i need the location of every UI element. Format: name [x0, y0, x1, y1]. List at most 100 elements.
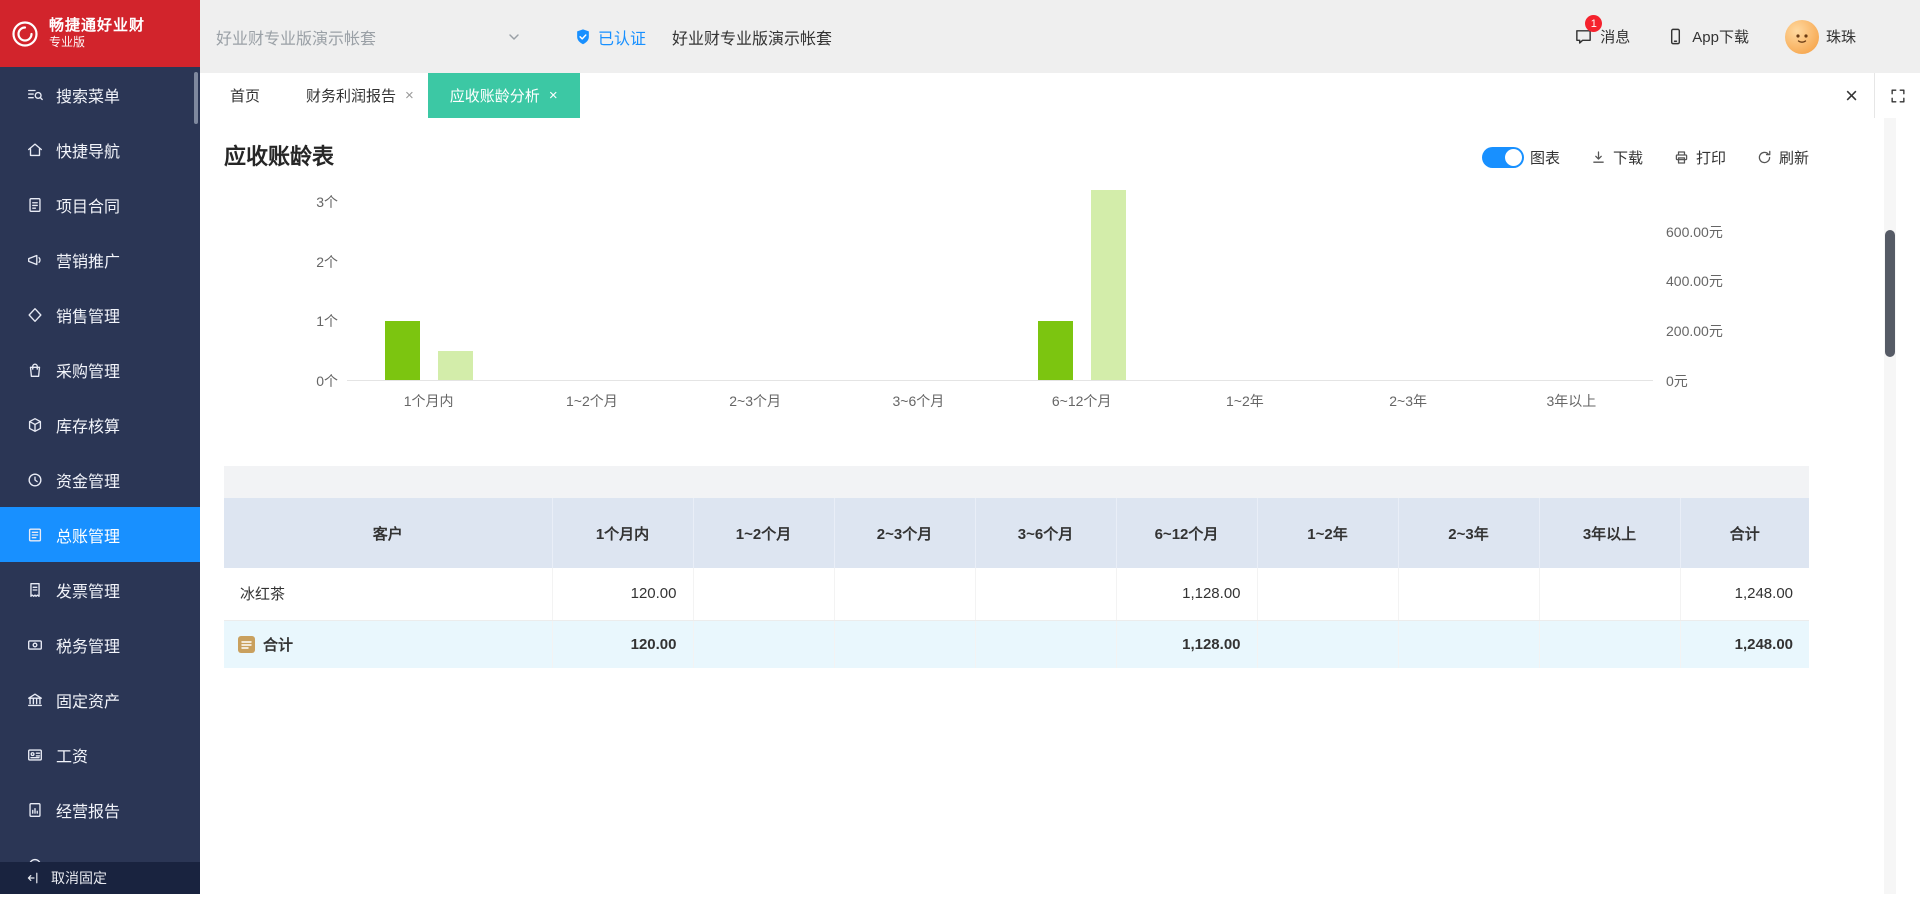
chart-toggle-label: 图表	[1529, 150, 1560, 167]
tab-label: 首页	[230, 88, 261, 105]
sidebar-item-general-ledger[interactable]: 总账管理	[0, 507, 200, 562]
value-cell	[1257, 568, 1399, 621]
total-value-cell	[693, 620, 835, 668]
sidebar-item-label: 发票管理	[56, 583, 121, 601]
brand-line2: 专业版	[49, 35, 86, 50]
report-toolbar: 图表 下载 打印 刷新	[1481, 147, 1809, 168]
printer-icon	[1673, 149, 1690, 166]
total-value-cell	[1539, 620, 1681, 668]
total-value-cell: 1,248.00	[1680, 620, 1809, 668]
chart-axis-tick-label: 600.00元	[1666, 223, 1723, 240]
print-label: 打印	[1695, 150, 1726, 167]
col-header: 1~2年	[1257, 498, 1399, 568]
chart-bar-count	[1037, 321, 1073, 381]
fullscreen-icon	[1890, 88, 1905, 103]
tab-receivable-aging[interactable]: 应收账龄分析 ×	[427, 73, 580, 118]
sidebar-item-label: 搜索菜单	[56, 88, 121, 106]
total-value-cell	[975, 620, 1117, 668]
chart-axis-tick-label: 0元	[1666, 373, 1688, 389]
download-button[interactable]: 下载	[1590, 147, 1643, 168]
messages-button[interactable]: 1 消息	[1574, 15, 1631, 47]
tab-close-icon[interactable]: ×	[548, 87, 558, 104]
user-menu[interactable]: 珠珠	[1784, 19, 1856, 54]
sidebar-item-quick-nav[interactable]: 快捷导航	[0, 122, 200, 177]
sidebar-item-inventory[interactable]: 库存核算	[0, 397, 200, 452]
sidebar-item-tax[interactable]: 税务管理	[0, 617, 200, 672]
total-value-cell: 1,128.00	[1116, 620, 1258, 668]
value-cell: 120.00	[552, 568, 694, 621]
sidebar-item-business-report[interactable]: 经营报告	[0, 782, 200, 837]
col-header: 3年以上	[1539, 498, 1681, 568]
table-row[interactable]: 冰红茶 120.00 1,128.00 1,248.00	[224, 568, 1809, 621]
chart-axis-tick-label: 200.00元	[1666, 323, 1723, 340]
print-button[interactable]: 打印	[1673, 147, 1726, 168]
message-bubble-icon	[1574, 27, 1593, 46]
col-header: 2~3年	[1398, 498, 1540, 568]
tab-close-icon[interactable]: ×	[405, 87, 414, 104]
col-header: 合计	[1680, 498, 1809, 568]
sidebar-item-marketing[interactable]: 营销推广	[0, 232, 200, 287]
aging-table: 客户 1个月内 1~2个月 2~3个月 3~6个月 6~12个月 1~2年 2~…	[224, 498, 1809, 668]
sidebar-item-label: 项目合同	[56, 198, 121, 216]
shopping-bag-icon	[26, 361, 44, 379]
sidebar-scrollbar-thumb[interactable]	[194, 72, 198, 124]
sidebar-item-project-contract[interactable]: 项目合同	[0, 177, 200, 232]
brand-line1: 畅捷通好业财	[49, 16, 146, 34]
app-download-button[interactable]: App下载	[1666, 26, 1749, 47]
diamond-icon	[26, 306, 44, 324]
col-header: 客户	[224, 498, 553, 568]
close-all-tabs-icon[interactable]: ×	[1845, 82, 1858, 108]
sidebar: 畅捷通好业财 专业版 搜索菜单 快捷导航 项目合同 营销推广	[0, 0, 200, 902]
table-total-row: 合计 120.00 1,128.00 1,248.00	[224, 620, 1809, 668]
contract-icon	[26, 196, 44, 214]
avatar	[1784, 19, 1819, 54]
sidebar-item-fixed-assets[interactable]: 固定资产	[0, 672, 200, 727]
col-header: 2~3个月	[834, 498, 976, 568]
chart-x-tick-label: 1个月内	[403, 393, 454, 409]
sidebar-item-search-menu[interactable]: 搜索菜单	[0, 67, 200, 122]
topbar-right: 1 消息 App下载 珠珠	[1574, 15, 1920, 54]
home-icon	[26, 141, 44, 159]
value-cell: 1,128.00	[1116, 568, 1258, 621]
value-cell: 1,248.00	[1680, 568, 1809, 621]
chart-axis-tick-label: 0个	[316, 373, 338, 389]
sidebar-item-invoice[interactable]: 发票管理	[0, 562, 200, 617]
sidebar-item-funds[interactable]: 资金管理	[0, 452, 200, 507]
circle-icon	[26, 856, 44, 862]
sidebar-item-payroll[interactable]: 工资	[0, 727, 200, 782]
tab-profit-report[interactable]: 财务利润报告 ×	[306, 85, 414, 106]
sidebar-item-label: 工资	[56, 748, 89, 766]
sidebar-item-label: 税务管理	[56, 638, 121, 656]
sidebar-item-purchase[interactable]: 采购管理	[0, 342, 200, 397]
tab-bar: 首页 财务利润报告 × 应收账龄分析 × ×	[200, 73, 1920, 118]
col-header: 3~6个月	[975, 498, 1117, 568]
ledger-book-icon	[26, 526, 44, 544]
chart-x-tick-label: 3~6个月	[892, 393, 945, 409]
col-header: 1~2个月	[693, 498, 835, 568]
certified-label: 已认证	[598, 30, 647, 48]
tab-home[interactable]: 首页	[230, 85, 260, 106]
total-value-cell	[1398, 620, 1540, 668]
account-set-name: 好业财专业版演示帐套	[672, 30, 833, 48]
sidebar-item-sales[interactable]: 销售管理	[0, 287, 200, 342]
chart-baseline	[347, 380, 1653, 381]
value-cell	[1398, 568, 1540, 621]
sidebar-item-partial[interactable]	[0, 837, 200, 862]
total-value-cell	[1257, 620, 1399, 668]
fullscreen-button[interactable]	[1874, 73, 1920, 118]
account-set-selector[interactable]: 好业财专业版演示帐套	[216, 25, 522, 49]
sidebar-item-label: 营销推广	[56, 253, 121, 271]
messages-label: 消息	[1600, 29, 1631, 46]
cube-icon	[26, 416, 44, 434]
unpin-sidebar-button[interactable]: 取消固定	[0, 862, 200, 894]
certified-badge[interactable]: 已认证	[574, 25, 646, 49]
content-scrollbar-thumb[interactable]	[1885, 230, 1895, 357]
phone-icon	[1666, 27, 1685, 46]
refresh-button[interactable]: 刷新	[1756, 147, 1809, 168]
banknote-icon	[26, 636, 44, 654]
sidebar-item-label: 采购管理	[56, 363, 121, 381]
chart-x-tick-label: 1~2个月	[566, 393, 618, 409]
chart-view-toggle[interactable]	[1481, 147, 1524, 168]
table-header-row: 客户 1个月内 1~2个月 2~3个月 3~6个月 6~12个月 1~2年 2~…	[224, 498, 1809, 568]
brand-name: 畅捷通好业财 专业版	[49, 17, 145, 51]
